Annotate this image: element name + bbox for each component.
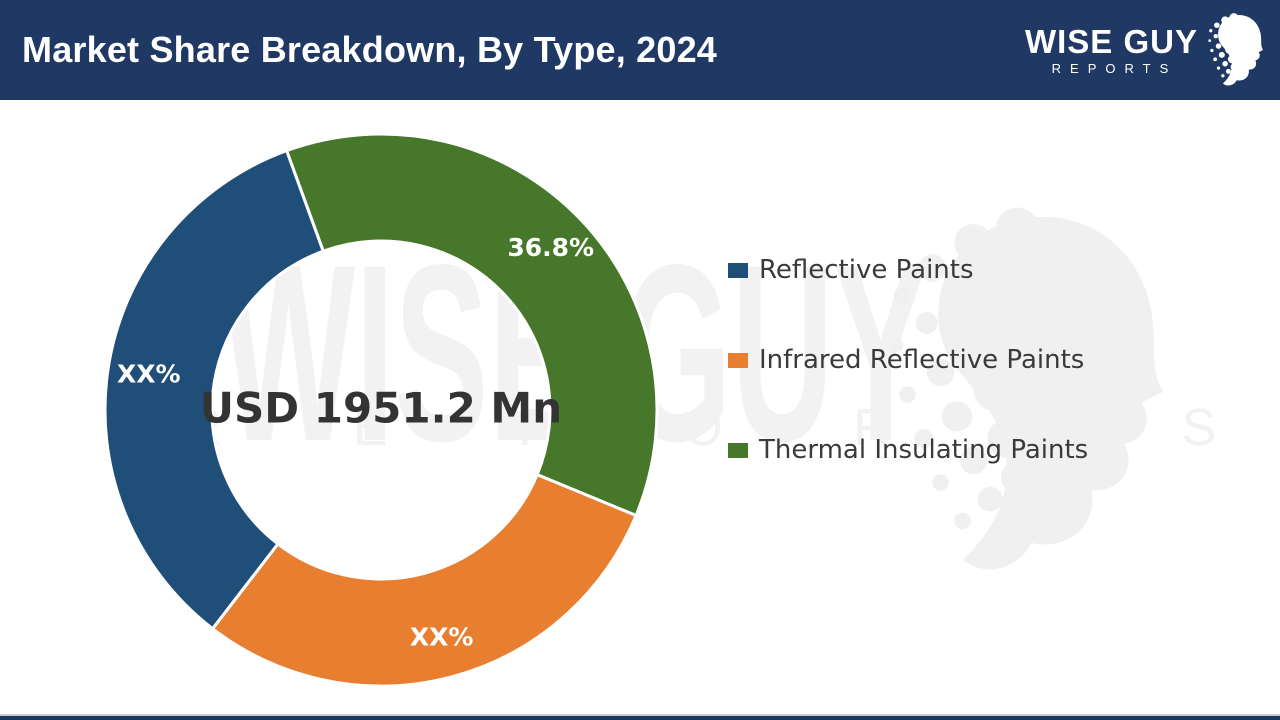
legend-label: Reflective Paints: [759, 255, 974, 285]
slice-label-reflective-paints: XX%: [117, 360, 181, 389]
legend-swatch-blue: [728, 262, 748, 278]
legend-item-infrared-reflective-paints: Infrared Reflective Paints: [728, 344, 1088, 376]
donut-segment-thermal-insulating-paints: [285, 132, 659, 518]
legend-swatch-green: [728, 442, 748, 458]
logo-text: WISE GUY REPORTS: [1025, 25, 1198, 75]
donut-center-value: USD 1951.2 Mn: [199, 383, 563, 433]
chart-legend: Reflective Paints Infrared Reflective Pa…: [728, 254, 1088, 524]
logo-subtitle: REPORTS: [1051, 61, 1178, 76]
legend-item-thermal-insulating-paints: Thermal Insulating Paints: [728, 434, 1088, 466]
page-title: Market Share Breakdown, By Type, 2024: [22, 29, 718, 70]
legend-label: Infrared Reflective Paints: [759, 345, 1085, 375]
donut-segment-reflective-paints: [103, 149, 325, 631]
donut-chart: 36.8% XX% XX%: [103, 132, 659, 688]
logo-name: WISE GUY: [1024, 23, 1198, 60]
header-bar: Market Share Breakdown, By Type, 2024 WI…: [0, 0, 1280, 100]
wise-guy-reports-logo: WISE GUY REPORTS: [1025, 12, 1280, 89]
donut-segment-infrared-reflective-paints: [211, 473, 638, 688]
legend-swatch-orange: [728, 352, 748, 368]
logo-dot-head-icon: [1202, 12, 1268, 89]
slice-label-infrared-reflective-paints: XX%: [410, 623, 474, 652]
legend-label: Thermal Insulating Paints: [759, 435, 1089, 465]
slice-label-thermal-insulating-paints: 36.8%: [507, 233, 594, 262]
footer-bar: [0, 714, 1280, 720]
legend-item-reflective-paints: Reflective Paints: [728, 254, 1088, 286]
